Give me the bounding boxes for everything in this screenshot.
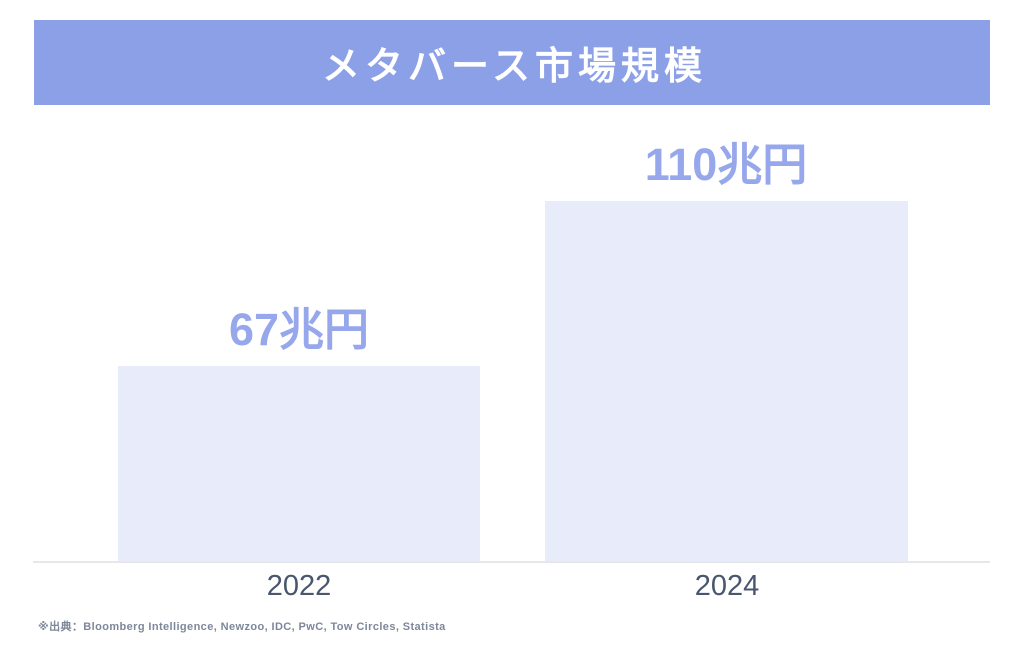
x-axis-label-2022: 2022 [266,570,332,602]
chart-title-banner: メタバース市場規模 [34,20,990,105]
bar-value-label-2022: 67兆円 [228,304,370,355]
chart-title: メタバース市場規模 [321,46,708,88]
source-note: ※出典：Bloomberg Intelligence, Newzoo, IDC,… [38,621,446,633]
bar-value-label-2024: 110兆円 [644,139,808,190]
bar-2022 [118,366,480,562]
bar-2024 [545,201,908,562]
x-axis-label-2024: 2024 [694,570,760,602]
x-axis-line [33,561,990,563]
